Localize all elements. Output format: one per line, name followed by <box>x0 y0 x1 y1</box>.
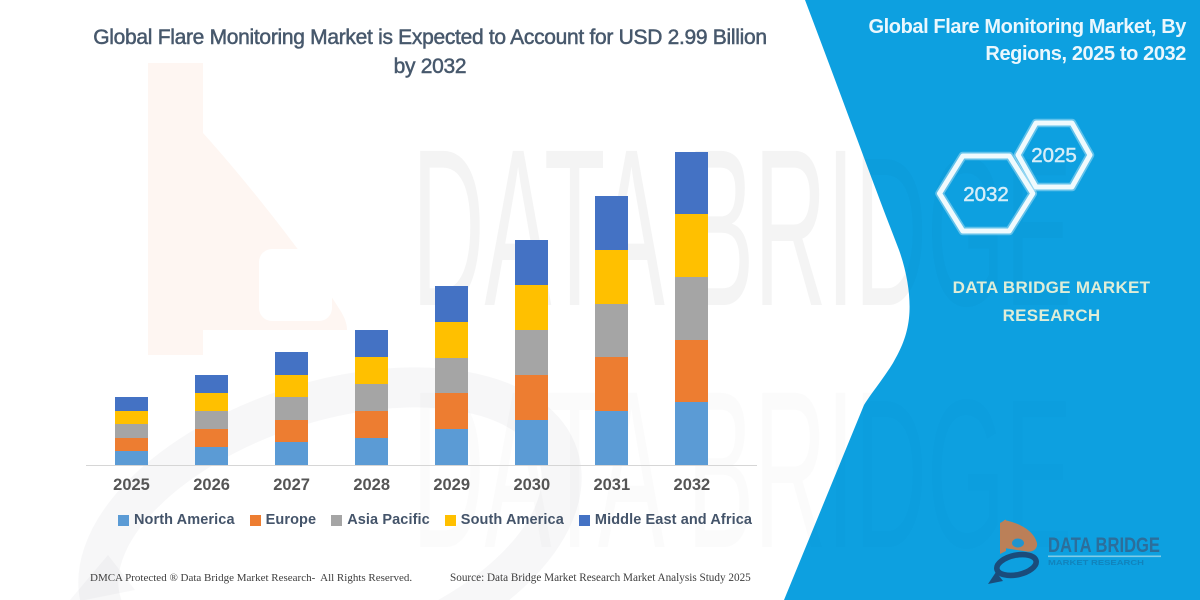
svg-text:2025: 2025 <box>1031 144 1077 167</box>
svg-text:DATA BRIDGE: DATA BRIDGE <box>1048 533 1160 557</box>
svg-text:MARKET RESEARCH: MARKET RESEARCH <box>1048 560 1144 567</box>
svg-text:2032: 2032 <box>963 183 1009 206</box>
